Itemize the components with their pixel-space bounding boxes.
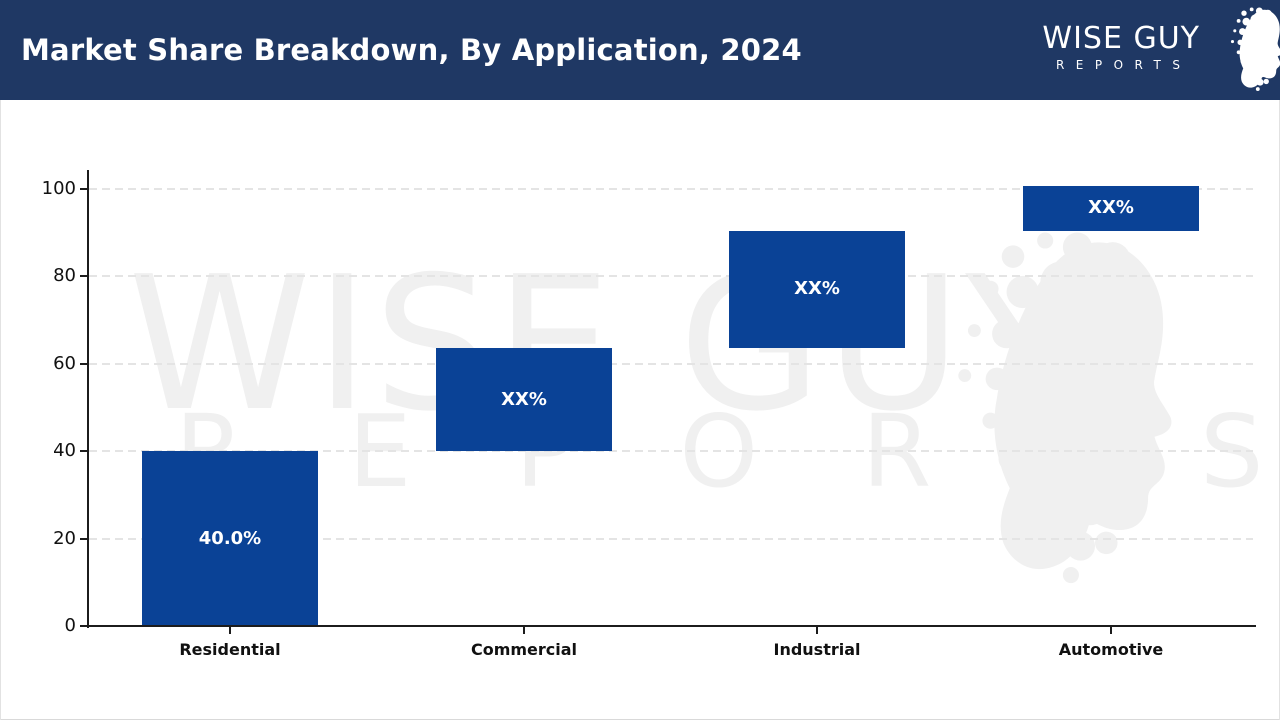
logo-subtext: REPORTS (1055, 58, 1192, 72)
grid-line (89, 187, 1253, 190)
x-tick-label-residential: Residential (179, 640, 281, 659)
y-tick-label: 40 (53, 440, 76, 461)
y-tick (80, 450, 88, 452)
x-tick-label-automotive: Automotive (1058, 640, 1164, 659)
y-tick-label: 80 (53, 265, 76, 286)
logo-face-icon (1230, 7, 1280, 92)
y-tick (80, 625, 88, 627)
logo-text: WISE GUY REPORTS (1042, 21, 1200, 72)
bar-label-residential: 40.0% (198, 527, 262, 549)
bar-commercial (436, 348, 612, 451)
y-tick-label: 100 (41, 177, 76, 199)
bar-automotive (1023, 185, 1199, 231)
x-tick (523, 627, 525, 634)
x-axis-line (87, 625, 1256, 627)
wiseguy-logo: WISE GUY REPORTS (1020, 0, 1280, 100)
y-tick-label: 0 (64, 615, 76, 636)
y-tick (80, 275, 88, 277)
y-tick-label: 60 (53, 352, 76, 374)
x-tick-label-commercial: Commercial (470, 640, 578, 659)
bar-residential (142, 451, 318, 626)
y-tick (80, 362, 88, 365)
y-axis-spine (87, 170, 89, 628)
grid-line (89, 275, 1253, 277)
page-title: Market Share Breakdown, By Application, … (21, 33, 802, 67)
header: Market Share Breakdown, By Application, … (0, 0, 1280, 100)
y-tick (80, 187, 88, 190)
logo-wordmark: WISE GUY (1042, 21, 1200, 56)
grid-line (89, 537, 1253, 540)
grid-line (89, 450, 1253, 452)
y-tick-label: 20 (53, 527, 76, 549)
bar-industrial (729, 230, 905, 349)
bar-label-automotive: XX% (1088, 197, 1134, 219)
grid-line (89, 362, 1253, 365)
x-tick (1110, 627, 1112, 634)
bar-label-commercial: XX% (501, 388, 547, 410)
x-tick (816, 627, 818, 634)
x-tick-label-industrial: Industrial (773, 640, 861, 659)
y-tick (80, 537, 88, 540)
bar-label-industrial: XX% (794, 278, 840, 300)
x-tick (229, 627, 231, 634)
